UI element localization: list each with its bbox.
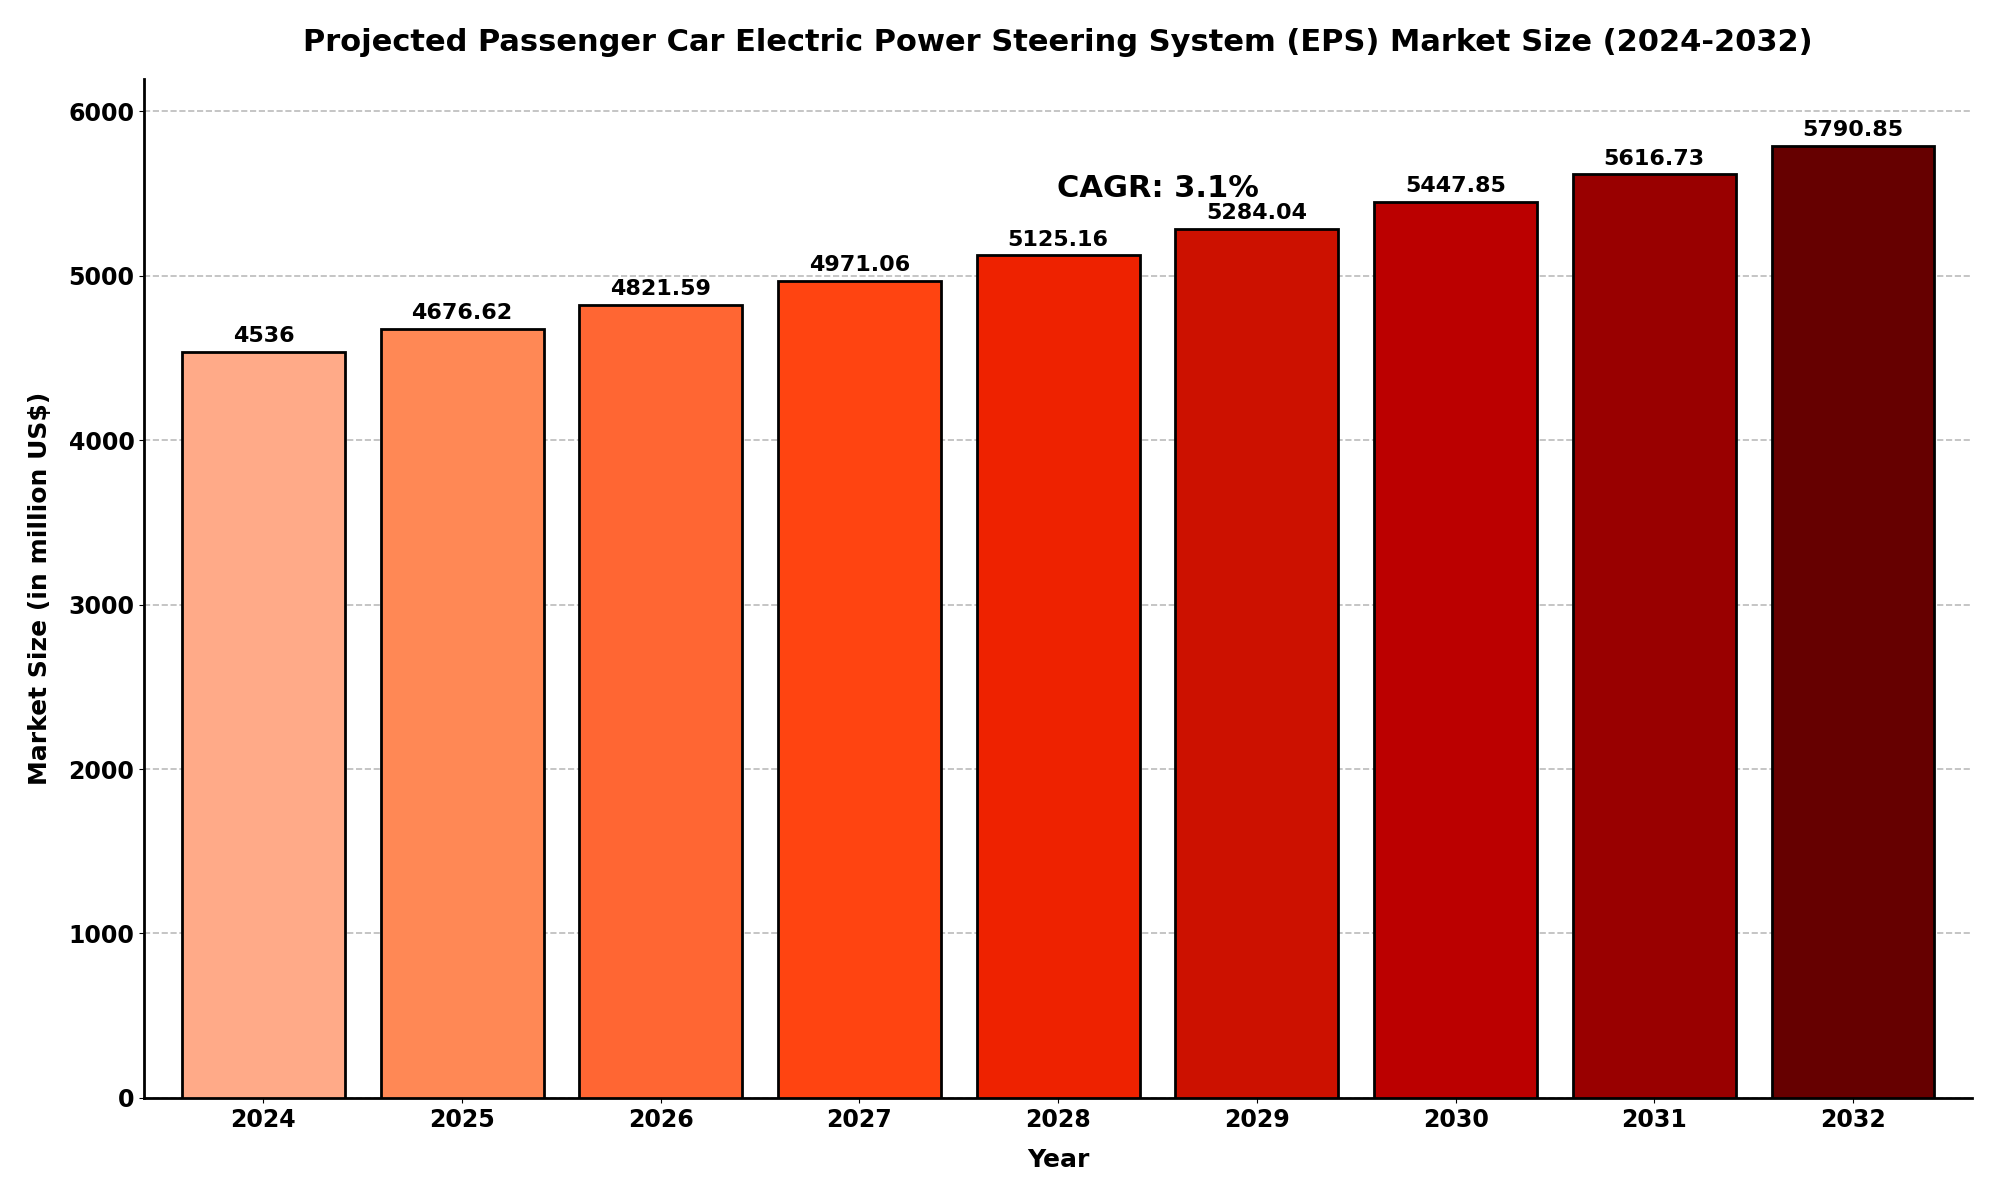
Text: 4821.59: 4821.59 [610,280,712,300]
X-axis label: Year: Year [1028,1148,1090,1172]
Text: 5616.73: 5616.73 [1604,149,1704,169]
Y-axis label: Market Size (in million US$): Market Size (in million US$) [28,391,52,785]
Bar [976,256,1140,1098]
Text: 4536: 4536 [232,326,294,347]
Text: 4971.06: 4971.06 [808,254,910,275]
Bar [580,305,742,1098]
Text: 5284.04: 5284.04 [1206,203,1308,223]
Text: 5790.85: 5790.85 [1802,120,1904,140]
Text: 5125.16: 5125.16 [1008,229,1108,250]
Bar [1374,203,1538,1098]
Bar [1176,229,1338,1098]
Bar [778,281,940,1098]
Text: 5447.85: 5447.85 [1406,176,1506,197]
Text: 4676.62: 4676.62 [412,304,512,323]
Title: Projected Passenger Car Electric Power Steering System (EPS) Market Size (2024-2: Projected Passenger Car Electric Power S… [304,28,1814,56]
Bar [380,329,544,1098]
Bar [1772,146,1934,1098]
Bar [1572,174,1736,1098]
Bar [182,352,344,1098]
Text: CAGR: 3.1%: CAGR: 3.1% [1056,174,1258,203]
